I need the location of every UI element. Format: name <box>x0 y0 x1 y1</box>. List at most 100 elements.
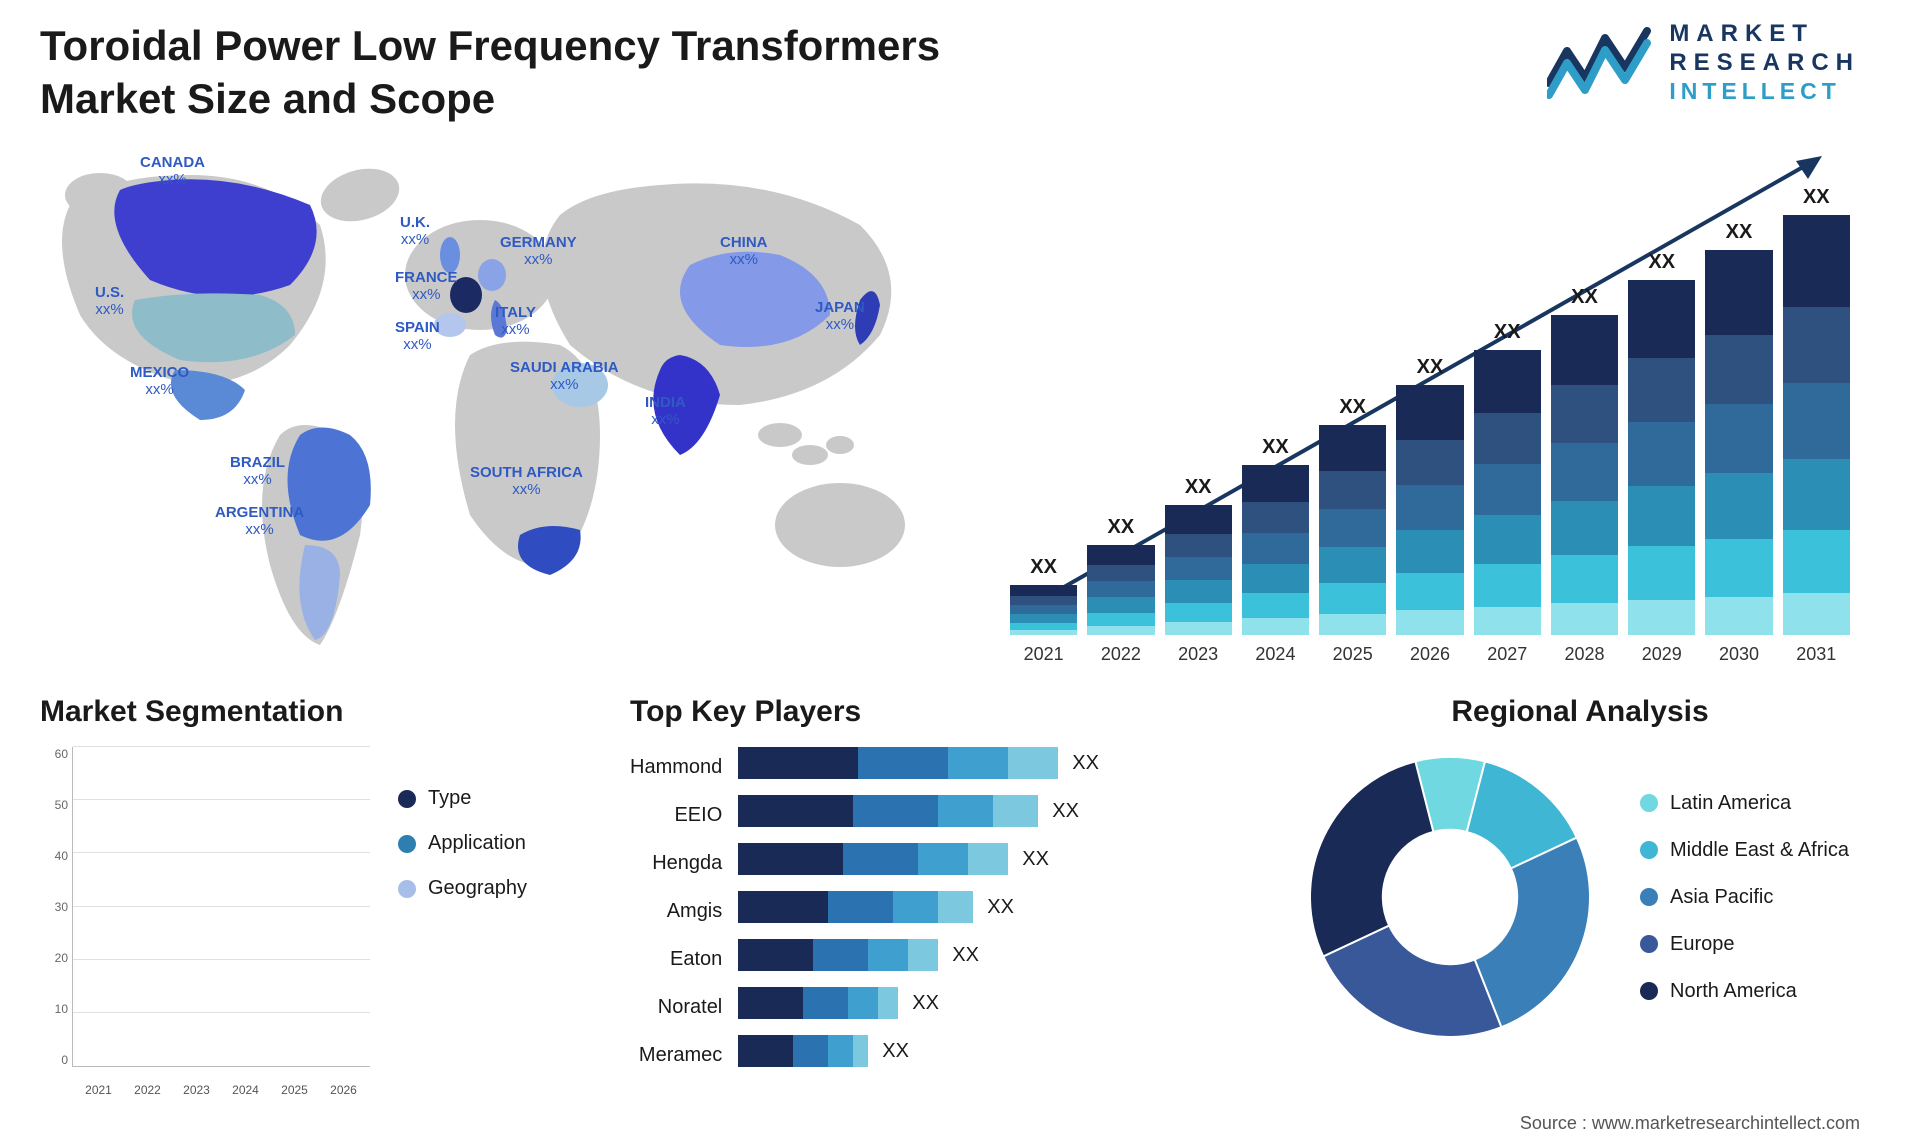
forecast-value-label: XX <box>1185 476 1212 499</box>
tkp-title: Top Key Players <box>630 695 1270 729</box>
map-label: SPAINxx% <box>395 320 440 353</box>
tkp-value-label: XX <box>987 896 1014 919</box>
legend-label: Geography <box>428 877 527 900</box>
map-label: SOUTH AFRICAxx% <box>470 465 583 498</box>
map-label: INDIAxx% <box>645 395 686 428</box>
tkp-value-label: XX <box>1072 752 1099 775</box>
tkp-company-label: Hengda <box>652 847 722 879</box>
tkp-bar-chart: XX XX XX XX XX XX XX <box>738 747 1099 1071</box>
world-map: CANADAxx%U.S.xx%MEXICOxx%BRAZILxx%ARGENT… <box>40 135 960 665</box>
map-label: CANADAxx% <box>140 155 205 188</box>
tkp-value-label: XX <box>952 944 979 967</box>
forecast-value-label: XX <box>1648 251 1675 274</box>
logo-text-2: RESEARCH <box>1669 49 1860 78</box>
map-label: GERMANYxx% <box>500 235 577 268</box>
tkp-value-label: XX <box>1022 848 1049 871</box>
tkp-company-label: Meramec <box>639 1039 722 1071</box>
forecast-column: XX <box>1783 186 1850 635</box>
forecast-year-label: 2022 <box>1087 638 1154 665</box>
legend-item: Middle East & Africa <box>1640 839 1849 862</box>
forecast-column: XX <box>1242 436 1309 635</box>
forecast-value-label: XX <box>1571 286 1598 309</box>
page-title: Toroidal Power Low Frequency Transformer… <box>40 20 960 125</box>
forecast-value-label: XX <box>1030 556 1057 579</box>
tkp-company-label: EEIO <box>674 799 722 831</box>
tkp-row: XX <box>738 891 1099 923</box>
forecast-year-label: 2026 <box>1396 638 1463 665</box>
forecast-value-label: XX <box>1803 186 1830 209</box>
forecast-year-label: 2029 <box>1628 638 1695 665</box>
forecast-column: XX <box>1551 286 1618 635</box>
forecast-value-label: XX <box>1339 396 1366 419</box>
legend-label: Europe <box>1670 933 1735 956</box>
tkp-row: XX <box>738 1035 1099 1067</box>
tkp-row: XX <box>738 987 1099 1019</box>
tkp-value-label: XX <box>882 1040 909 1063</box>
segmentation-title: Market Segmentation <box>40 695 600 729</box>
forecast-value-label: XX <box>1494 321 1521 344</box>
regional-analysis-section: Regional Analysis Latin AmericaMiddle Ea… <box>1300 695 1860 1097</box>
forecast-year-label: 2028 <box>1551 638 1618 665</box>
forecast-column: XX <box>1087 516 1154 635</box>
forecast-column: XX <box>1628 251 1695 635</box>
logo-text-3: INTELLECT <box>1669 78 1860 106</box>
forecast-value-label: XX <box>1108 516 1135 539</box>
map-label: JAPANxx% <box>815 300 865 333</box>
tkp-company-label: Hammond <box>630 751 722 783</box>
forecast-column: XX <box>1319 396 1386 635</box>
forecast-bar-chart: XXXXXXXXXXXXXXXXXXXXXX 20212022202320242… <box>1000 135 1860 665</box>
map-label: MEXICOxx% <box>130 365 189 398</box>
forecast-column: XX <box>1705 221 1772 635</box>
map-label: BRAZILxx% <box>230 455 285 488</box>
legend-swatch-icon <box>1640 888 1658 906</box>
legend-swatch-icon <box>1640 841 1658 859</box>
legend-label: Middle East & Africa <box>1670 839 1849 862</box>
tkp-row: XX <box>738 939 1099 971</box>
legend-label: Asia Pacific <box>1670 886 1773 909</box>
legend-label: Type <box>428 787 471 810</box>
tkp-value-label: XX <box>1052 800 1079 823</box>
legend-label: Latin America <box>1670 792 1791 815</box>
tkp-company-label: Eaton <box>670 943 722 975</box>
map-label: ITALYxx% <box>495 305 536 338</box>
segmentation-bar-chart: 6050403020100 202120222023202420252026 <box>40 747 370 1097</box>
map-label: ARGENTINAxx% <box>215 505 304 538</box>
legend-item: North America <box>1640 980 1849 1003</box>
forecast-year-label: 2031 <box>1783 638 1850 665</box>
forecast-column: XX <box>1165 476 1232 635</box>
top-key-players-section: Top Key Players HammondEEIOHengdaAmgisEa… <box>630 695 1270 1097</box>
legend-label: North America <box>1670 980 1797 1003</box>
legend-item: Latin America <box>1640 792 1849 815</box>
forecast-year-label: 2030 <box>1705 638 1772 665</box>
tkp-row: XX <box>738 795 1099 827</box>
map-label: U.K.xx% <box>400 215 430 248</box>
regional-legend: Latin America Middle East & Africa Asia Pa… <box>1640 792 1849 1003</box>
forecast-year-label: 2024 <box>1242 638 1309 665</box>
legend-item: Geography <box>398 877 527 900</box>
legend-item: Asia Pacific <box>1640 886 1849 909</box>
forecast-year-label: 2027 <box>1474 638 1541 665</box>
map-label: SAUDI ARABIAxx% <box>510 360 619 393</box>
map-label: FRANCExx% <box>395 270 458 303</box>
forecast-value-label: XX <box>1726 221 1753 244</box>
forecast-column: XX <box>1474 321 1541 635</box>
legend-swatch-icon <box>1640 982 1658 1000</box>
tkp-company-label: Noratel <box>658 991 722 1023</box>
source-attribution: Source : www.marketresearchintellect.com <box>1520 1113 1860 1134</box>
tkp-row: XX <box>738 747 1099 779</box>
forecast-column: XX <box>1010 556 1077 635</box>
forecast-value-label: XX <box>1417 356 1444 379</box>
tkp-row: XX <box>738 843 1099 875</box>
logo-text-1: MARKET <box>1669 20 1860 49</box>
legend-item: Application <box>398 832 527 855</box>
forecast-year-label: 2021 <box>1010 638 1077 665</box>
legend-swatch-icon <box>398 835 416 853</box>
legend-item: Type <box>398 787 527 810</box>
logo-mark-icon <box>1547 23 1657 103</box>
tkp-value-label: XX <box>912 992 939 1015</box>
legend-swatch-icon <box>1640 794 1658 812</box>
legend-swatch-icon <box>398 790 416 808</box>
map-label: CHINAxx% <box>720 235 768 268</box>
forecast-year-label: 2025 <box>1319 638 1386 665</box>
segmentation-legend: Type Application Geography <box>398 747 527 1097</box>
